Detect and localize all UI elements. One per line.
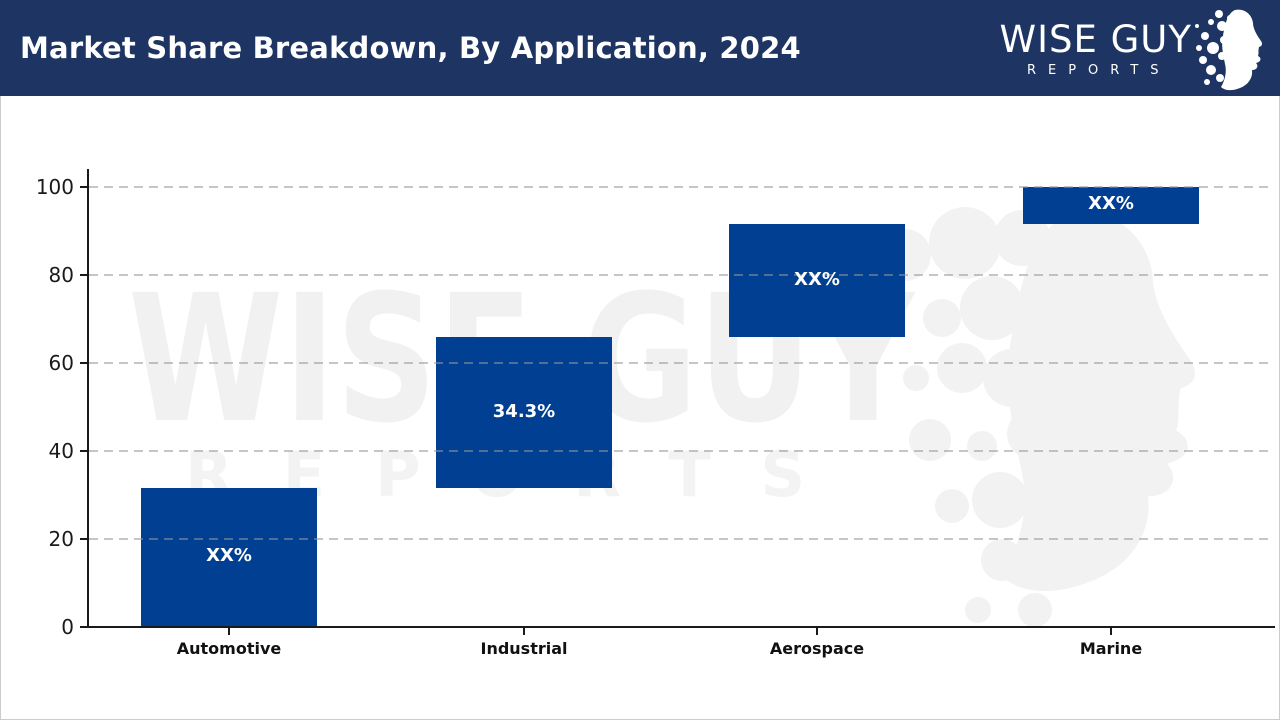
brand-face-icon xyxy=(1195,9,1263,91)
y-tick-label: 20 xyxy=(48,527,74,551)
page-title: Market Share Breakdown, By Application, … xyxy=(20,31,801,65)
x-tick xyxy=(523,628,525,635)
gridline-20 xyxy=(89,538,1273,540)
bar-label: XX% xyxy=(206,545,252,567)
brand-logo-text: WISE GUY REPORTS xyxy=(999,18,1192,79)
brand-name: WISE GUY xyxy=(999,18,1192,61)
header-bar: Market Share Breakdown, By Application, … xyxy=(0,0,1280,96)
y-tick xyxy=(80,362,87,364)
x-tick xyxy=(1110,628,1112,635)
gridline-60 xyxy=(89,362,1273,364)
y-tick xyxy=(80,186,87,188)
y-tick-label: 60 xyxy=(48,351,74,375)
x-category-label: Automotive xyxy=(176,639,282,658)
bar-automotive xyxy=(141,487,317,627)
brand-subname: REPORTS xyxy=(1026,63,1171,78)
y-tick-label: 80 xyxy=(48,263,74,287)
brand-logo: WISE GUY REPORTS xyxy=(1000,6,1266,92)
x-tick xyxy=(228,628,230,635)
x-category-label: Industrial xyxy=(480,639,568,658)
gridline-100 xyxy=(89,186,1273,188)
bar-label: XX% xyxy=(794,268,840,290)
y-tick xyxy=(80,450,87,452)
y-tick xyxy=(80,538,87,540)
y-axis-spine xyxy=(87,169,89,628)
bar-label: 34.3% xyxy=(492,400,556,422)
gridline-40 xyxy=(89,450,1273,452)
bar-label: XX% xyxy=(1088,193,1134,215)
y-tick xyxy=(80,274,87,276)
y-tick-label: 100 xyxy=(35,175,74,199)
x-category-label: Aerospace xyxy=(769,639,865,658)
x-axis-spine xyxy=(87,626,1275,628)
bar-aerospace xyxy=(729,223,905,338)
x-tick xyxy=(816,628,818,635)
y-tick-label: 40 xyxy=(48,439,74,463)
y-tick xyxy=(80,626,87,628)
y-tick-label: 0 xyxy=(61,615,74,639)
x-category-label: Marine xyxy=(1079,639,1143,658)
gridline-80 xyxy=(89,274,1273,276)
